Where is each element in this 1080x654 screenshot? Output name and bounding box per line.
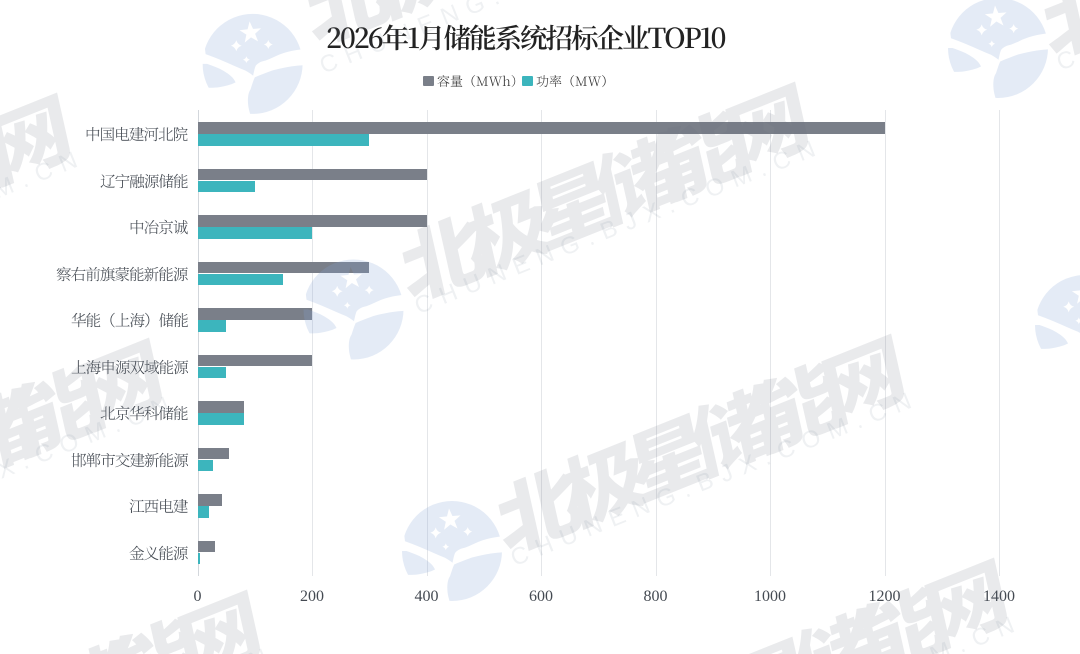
svg-text:CHUNENG.BJX.COM.CN: CHUNENG.BJX.COM.CN	[316, 0, 733, 79]
svg-text:CHUNENG.BJX.COM.CN: CHUNENG.BJX.COM.CN	[0, 143, 90, 331]
